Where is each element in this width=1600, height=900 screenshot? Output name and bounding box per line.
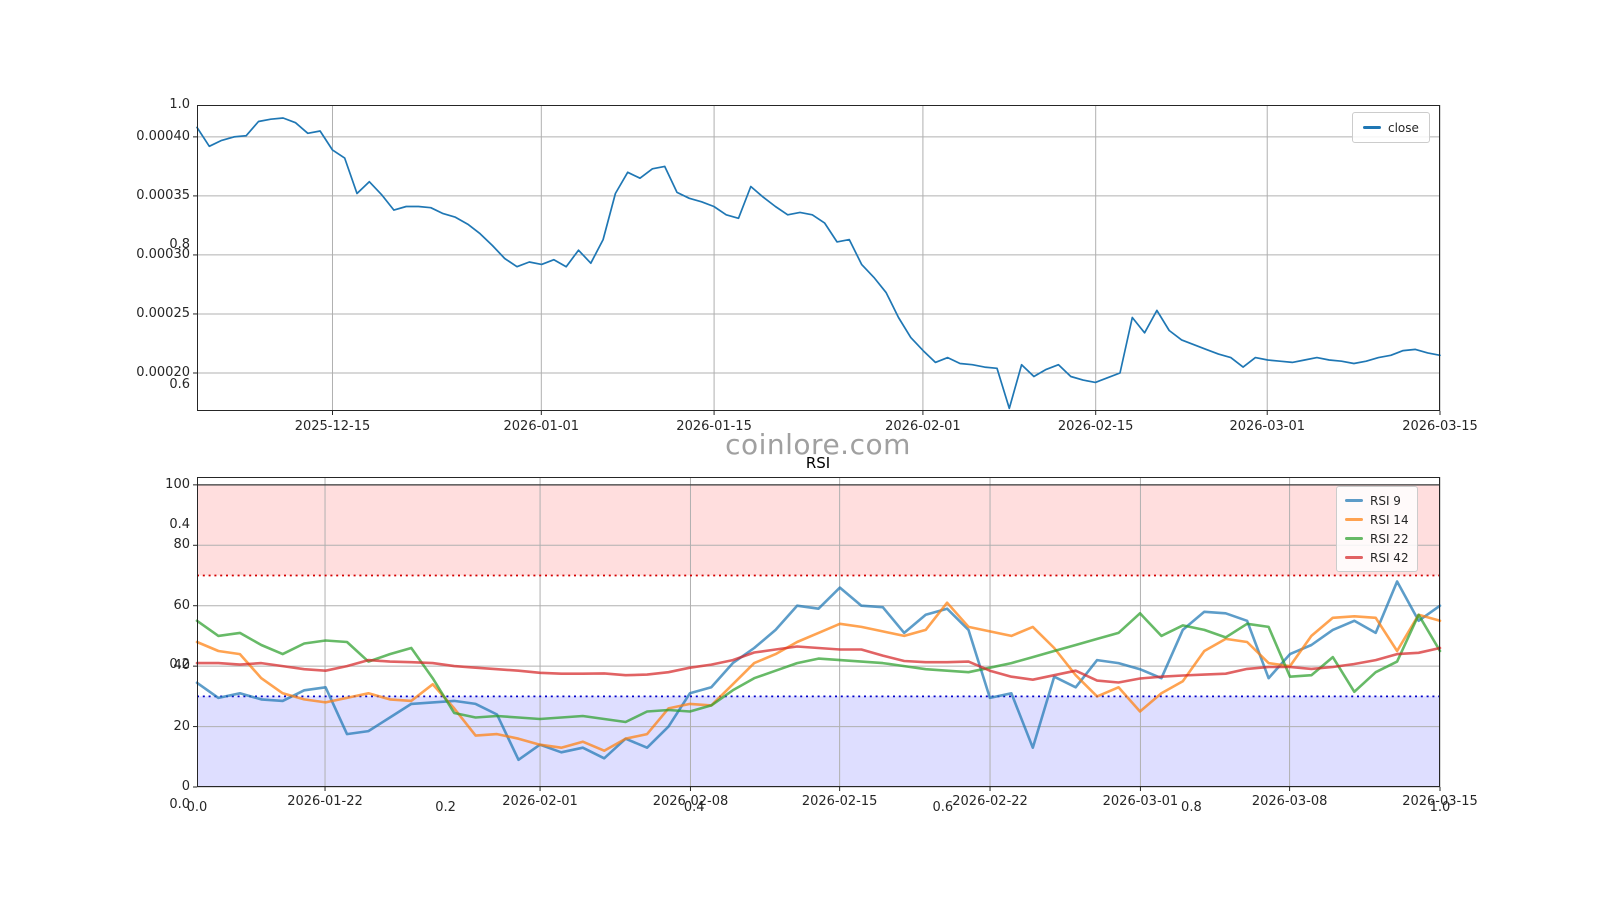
x-tick-label: 2026-03-15 [1402, 794, 1478, 809]
x-tick-label: 2026-02-15 [1057, 419, 1134, 434]
series-close [196, 117, 1441, 410]
legend-item: RSI 14 [1345, 510, 1409, 529]
legend-item: RSI 22 [1345, 529, 1409, 548]
x-tick-label: 2026-03-01 [1229, 419, 1305, 434]
x-tick-label: 2026-01-15 [676, 419, 752, 434]
watermark: coinlore.com [725, 428, 911, 461]
y-tick-label: 60 [173, 597, 190, 613]
y-tick-label: 80 [173, 537, 190, 553]
hidden-y-tick-label: 0.8 [169, 237, 190, 252]
x-tick-label: 2026-03-08 [1251, 794, 1328, 809]
series-rsi-9 [195, 580, 1442, 762]
y-tick-label: 0.00025 [136, 305, 190, 321]
legend-line-swatch [1345, 518, 1363, 521]
legend-line-swatch [1345, 556, 1363, 559]
legend-line-swatch [1345, 537, 1363, 540]
rsi-legend: RSI 9 RSI 14 RSI 22 RSI 42 [1336, 486, 1418, 572]
x-tick-label: 2026-02-01 [502, 794, 578, 809]
hidden-y-tick-label: 0.6 [169, 377, 190, 392]
legend-item: close [1363, 118, 1419, 137]
legend-label: RSI 9 [1370, 493, 1401, 508]
y-tick-label: 100 [165, 476, 190, 492]
hidden-y-tick-label: 0.4 [169, 517, 190, 532]
legend-label: RSI 42 [1370, 550, 1409, 565]
price-legend: close [1352, 112, 1430, 143]
hidden-x-tick-label: 0.6 [932, 800, 954, 815]
overbought-band [197, 484, 1440, 576]
hidden-y-tick-label: 0.2 [169, 657, 190, 672]
y-tick-label: 0.00030 [136, 246, 190, 262]
hidden-x-tick-label: 0.0 [186, 800, 208, 815]
hidden-y-tick-label: 1.0 [169, 97, 190, 112]
rsi-panel-title: RSI [805, 454, 831, 472]
hidden-x-tick-label: 0.8 [1181, 800, 1202, 815]
y-tick-label: 20 [173, 718, 190, 734]
hidden-y-tick-label: 0.0 [169, 797, 190, 812]
y-tick-label: 0 [181, 779, 190, 794]
x-tick-label: 2026-03-01 [1102, 794, 1179, 809]
x-tick-label: 2026-01-22 [287, 794, 363, 809]
legend-line-swatch [1363, 126, 1381, 129]
legend-label: RSI 22 [1370, 531, 1409, 546]
series-rsi-42 [195, 645, 1442, 684]
x-tick-label: 2026-02-01 [885, 419, 961, 434]
hidden-x-tick-label: 0.2 [435, 800, 456, 815]
y-tick-label: 0.00020 [136, 364, 190, 380]
y-tick-label: 40 [173, 658, 190, 674]
y-tick-label: 0.00040 [136, 128, 190, 144]
x-tick-label: 2026-02-15 [801, 794, 878, 809]
y-tick-label: 0.00035 [136, 187, 190, 203]
series-rsi-14 [195, 601, 1442, 753]
legend-line-swatch [1345, 499, 1363, 502]
x-tick-label: 2026-02-22 [952, 794, 1028, 809]
x-tick-label: 2026-01-01 [503, 419, 580, 434]
series-rsi-22 [195, 612, 1442, 724]
axes-spines [197, 105, 1440, 411]
hidden-x-tick-label: 0.4 [683, 800, 705, 815]
legend-item: RSI 42 [1345, 548, 1409, 567]
legend-item: RSI 9 [1345, 491, 1409, 510]
legend-label: close [1388, 120, 1419, 135]
hidden-x-tick-label: 1.0 [1429, 800, 1451, 815]
price-chart [193, 105, 1441, 415]
legend-label: RSI 14 [1370, 512, 1409, 527]
x-tick-label: 2026-02-08 [652, 794, 729, 809]
x-tick-label: 2025-12-15 [294, 419, 371, 434]
axes-spines [197, 477, 1440, 787]
oversold-band [197, 696, 1440, 787]
rsi-chart [193, 477, 1442, 791]
x-tick-label: 2026-03-15 [1402, 419, 1478, 434]
